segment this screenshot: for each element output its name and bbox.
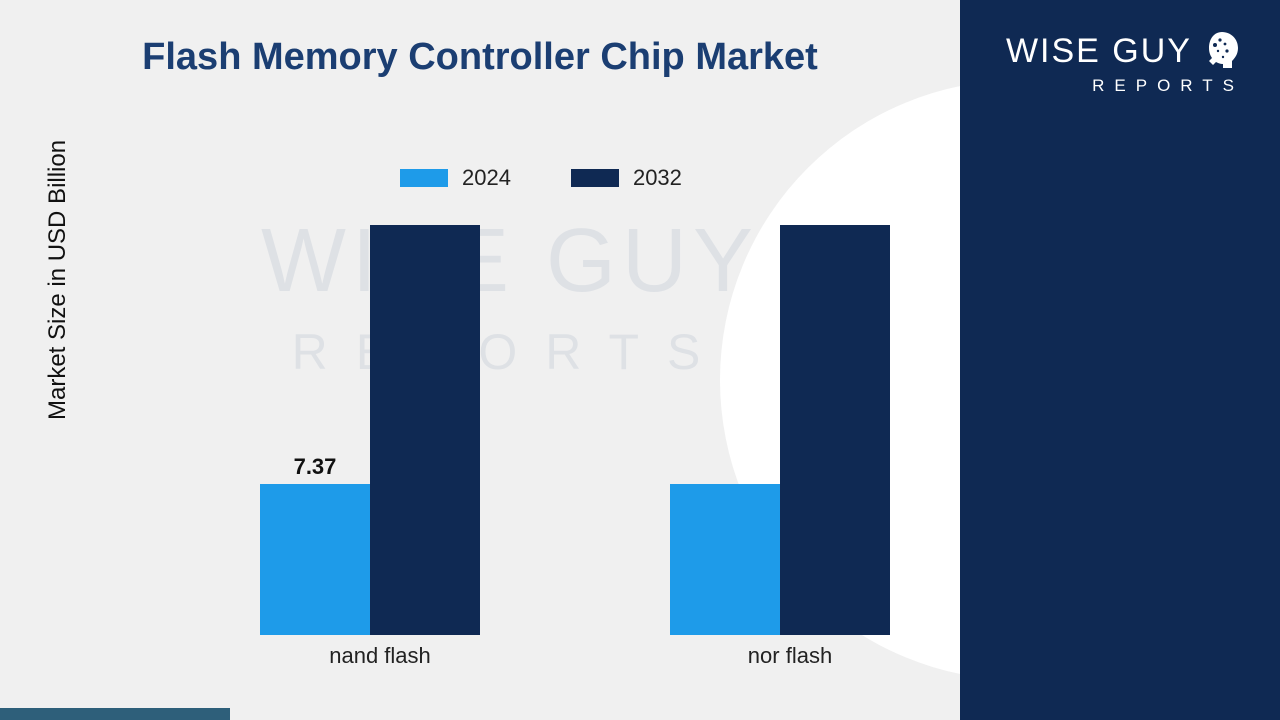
bar-value-label: 7.37 [260,454,370,480]
bar-group-1 [670,225,910,635]
logo-text-bottom: REPORTS [1006,76,1244,96]
bar-1-0 [670,484,780,635]
brand-logo: WISE GUY REPORTS [1006,28,1244,96]
logo-text-top: WISE GUY [1006,32,1192,71]
bar-1-1 [780,225,890,635]
x-tick-label-1: nor flash [670,643,910,669]
page: WISE GUY REPORTS Flash Memory Controller… [0,0,1280,720]
legend-swatch-0 [400,169,448,187]
y-axis-label: Market Size in USD Billion [44,140,72,420]
legend-label-0: 2024 [462,165,511,191]
legend-swatch-1 [571,169,619,187]
bottom-accent [0,708,230,720]
legend-item-0: 2024 [400,165,511,191]
legend: 2024 2032 [400,165,682,191]
bar-0-0 [260,484,370,635]
plot-area: 7.37nand flashnor flash [130,225,950,665]
bar-group-0: 7.37 [260,225,500,635]
x-tick-label-0: nand flash [260,643,500,669]
right-band [960,0,1280,720]
legend-label-1: 2032 [633,165,682,191]
head-icon [1198,28,1244,74]
chart-title: Flash Memory Controller Chip Market [80,36,880,79]
bar-0-1 [370,225,480,635]
legend-item-1: 2032 [571,165,682,191]
